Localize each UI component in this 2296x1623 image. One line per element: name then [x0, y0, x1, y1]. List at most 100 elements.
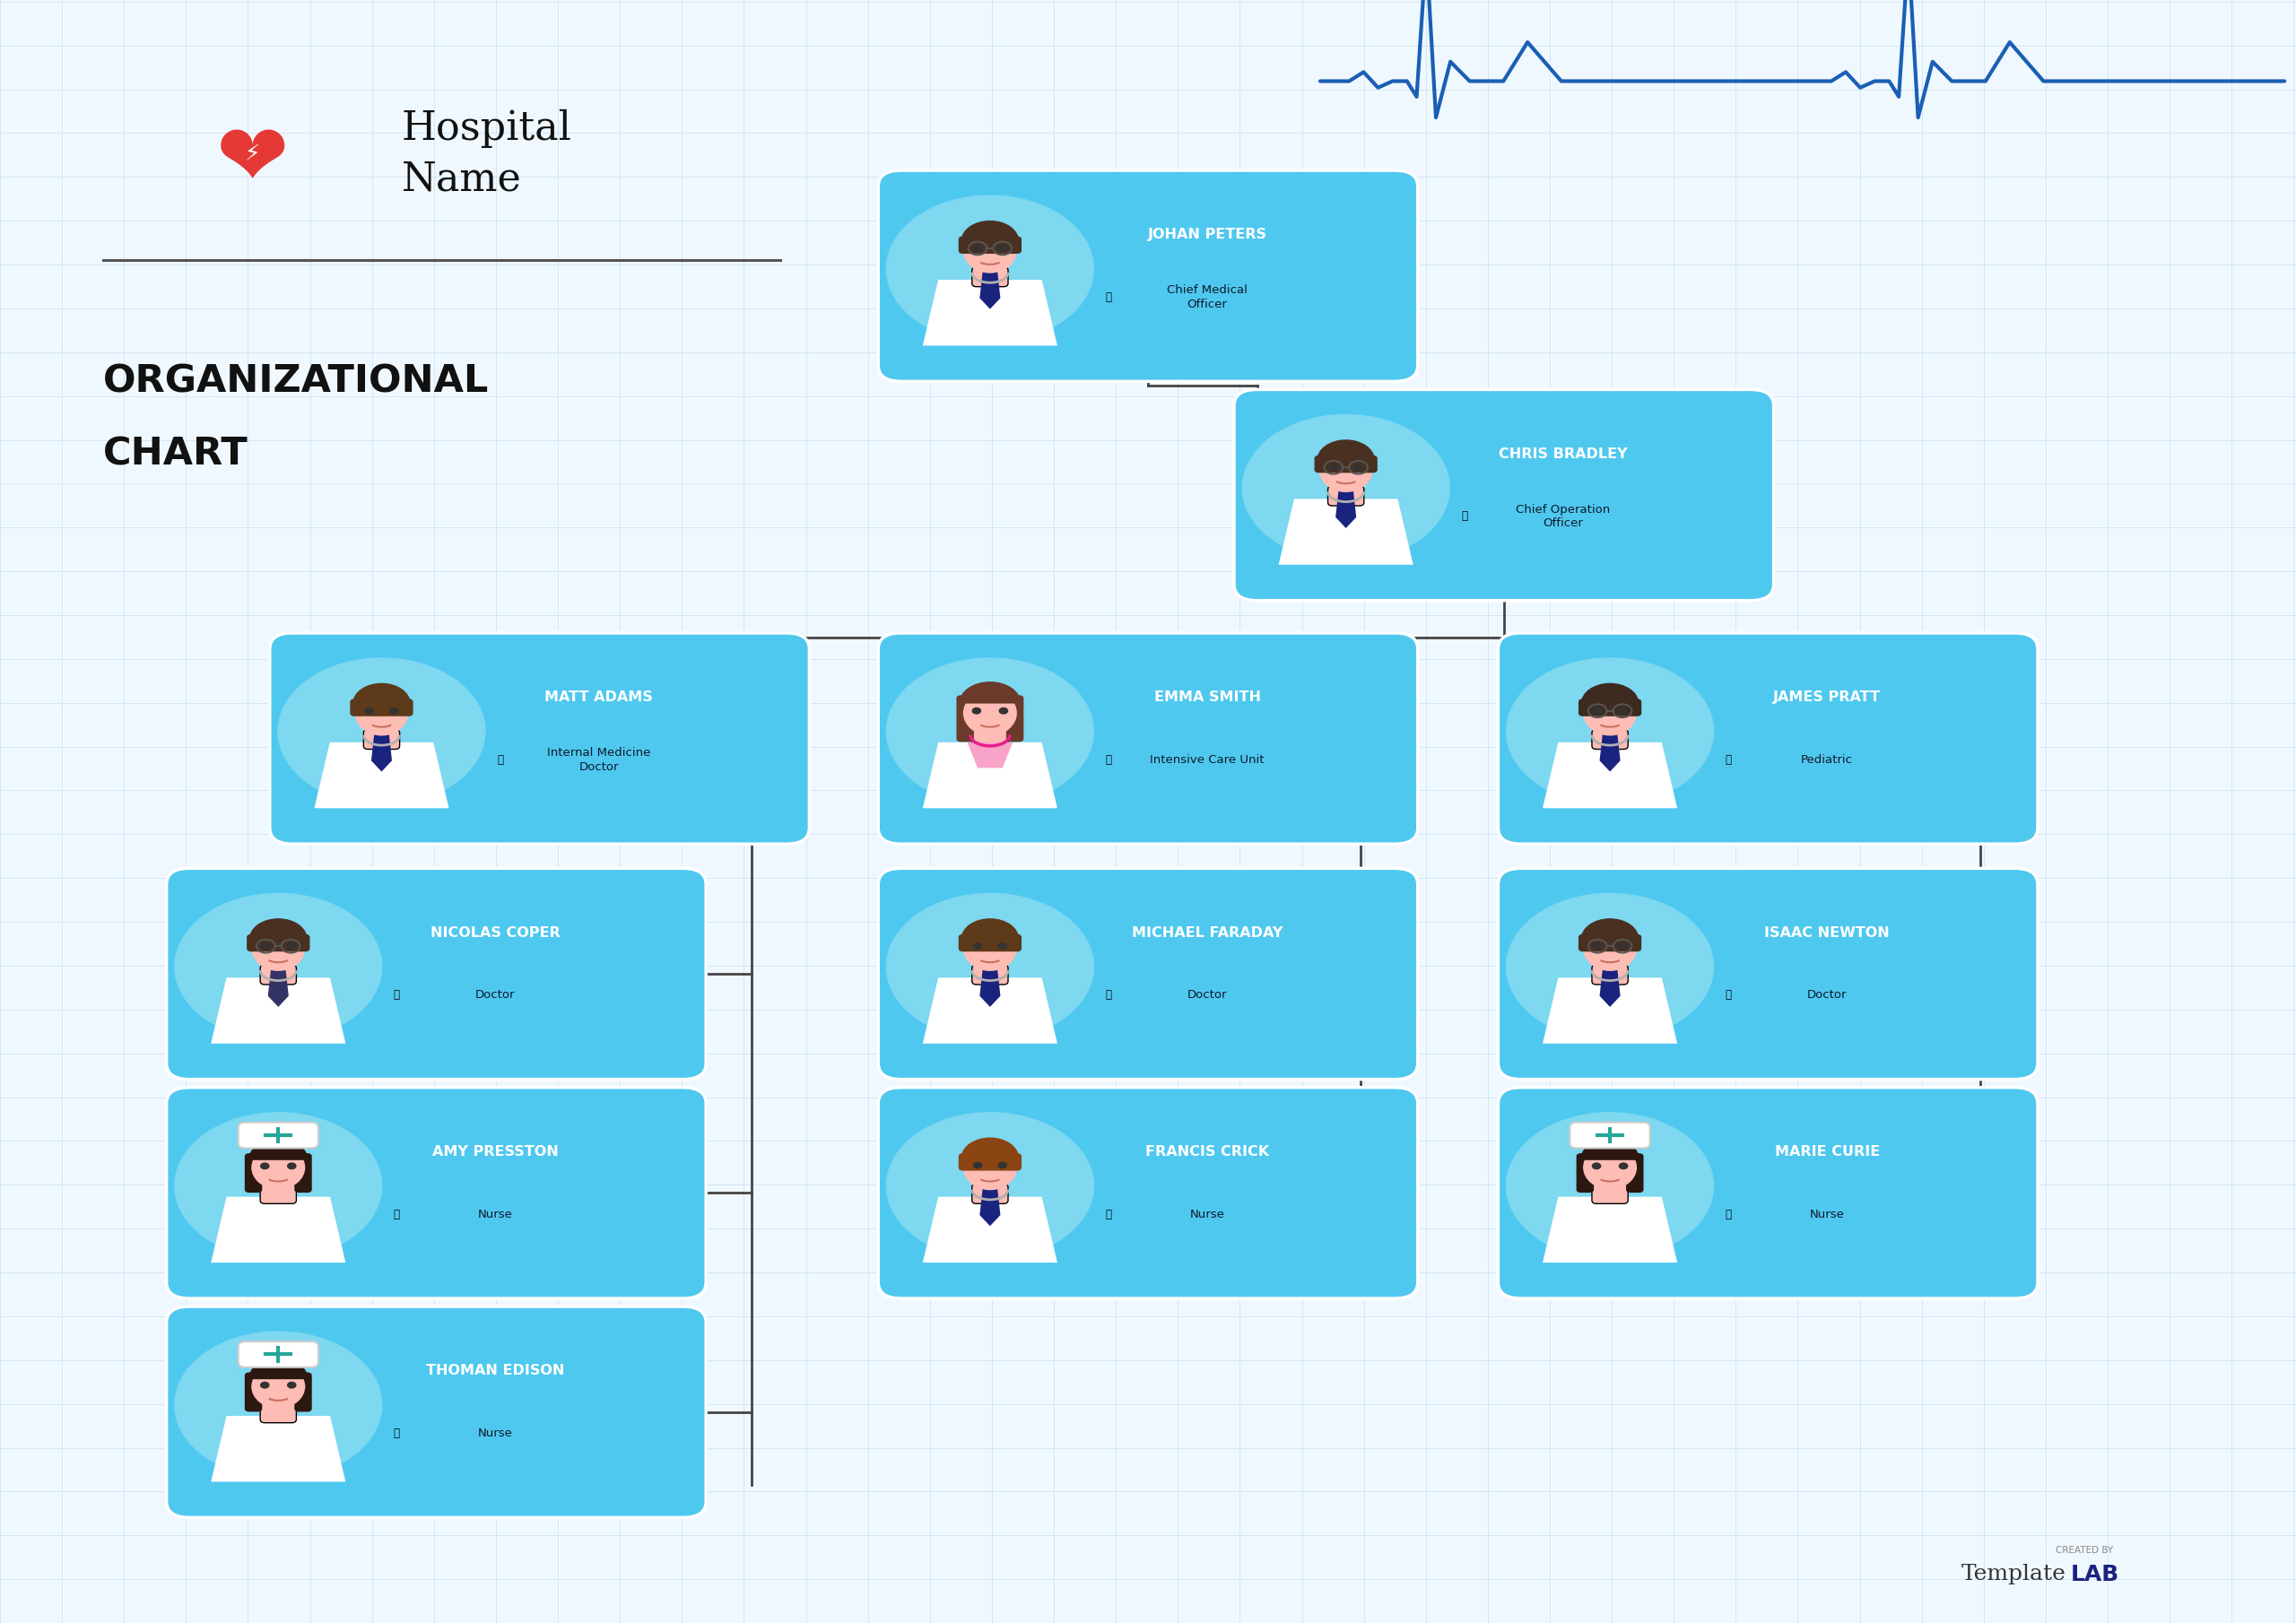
Wedge shape — [962, 1138, 1019, 1157]
FancyBboxPatch shape — [879, 868, 1417, 1079]
Circle shape — [1619, 1164, 1628, 1169]
Polygon shape — [1336, 490, 1357, 527]
Polygon shape — [1279, 498, 1414, 565]
Polygon shape — [1600, 734, 1621, 771]
Text: Chief Medical
Officer: Chief Medical Officer — [1166, 284, 1247, 310]
Text: EMMA SMITH: EMMA SMITH — [1155, 691, 1261, 704]
Text: CREATED BY: CREATED BY — [2055, 1545, 2115, 1555]
FancyBboxPatch shape — [294, 1373, 312, 1412]
Text: Doctor: Doctor — [1807, 990, 1846, 1001]
Circle shape — [287, 1164, 296, 1169]
Text: CHRIS BRADLEY: CHRIS BRADLEY — [1499, 448, 1628, 461]
Polygon shape — [923, 977, 1058, 1044]
FancyBboxPatch shape — [971, 966, 1008, 985]
Polygon shape — [1600, 969, 1621, 1006]
Circle shape — [974, 245, 983, 252]
FancyBboxPatch shape — [1313, 456, 1378, 472]
Circle shape — [1329, 464, 1339, 471]
Circle shape — [1593, 708, 1603, 714]
Polygon shape — [211, 1196, 347, 1263]
Polygon shape — [967, 742, 1013, 768]
Polygon shape — [923, 279, 1058, 346]
FancyBboxPatch shape — [1497, 1087, 2039, 1298]
Circle shape — [1619, 943, 1626, 949]
Text: Chief Operation
Officer: Chief Operation Officer — [1515, 503, 1609, 529]
Text: Template: Template — [1961, 1565, 2066, 1584]
Text: 🧳: 🧳 — [393, 1428, 400, 1440]
Wedge shape — [1582, 683, 1639, 703]
Text: 🧳: 🧳 — [1104, 1209, 1111, 1220]
Polygon shape — [211, 1415, 347, 1482]
Text: 🧳: 🧳 — [393, 990, 400, 1001]
Circle shape — [1506, 1113, 1713, 1259]
Text: Doctor: Doctor — [475, 990, 514, 1001]
FancyBboxPatch shape — [1497, 868, 2039, 1079]
Circle shape — [262, 943, 271, 949]
FancyBboxPatch shape — [957, 1154, 1022, 1170]
FancyBboxPatch shape — [259, 966, 296, 985]
Wedge shape — [1580, 1139, 1639, 1160]
Circle shape — [1506, 893, 1713, 1040]
FancyBboxPatch shape — [294, 1154, 312, 1193]
Wedge shape — [248, 1139, 308, 1160]
Circle shape — [974, 708, 980, 714]
Text: Hospital
Name: Hospital Name — [402, 109, 572, 200]
Polygon shape — [211, 977, 347, 1044]
Circle shape — [1593, 943, 1603, 949]
FancyBboxPatch shape — [1591, 730, 1628, 750]
Text: 🧳: 🧳 — [1724, 990, 1731, 1001]
Ellipse shape — [1582, 925, 1637, 971]
Wedge shape — [1318, 440, 1375, 459]
Circle shape — [174, 1113, 381, 1259]
Circle shape — [1593, 1164, 1600, 1169]
Polygon shape — [980, 271, 1001, 308]
Wedge shape — [962, 221, 1019, 240]
Wedge shape — [354, 683, 411, 703]
Wedge shape — [960, 682, 1022, 703]
Circle shape — [999, 245, 1006, 252]
FancyBboxPatch shape — [246, 1373, 262, 1412]
Text: FRANCIS CRICK: FRANCIS CRICK — [1146, 1146, 1270, 1159]
Text: LAB: LAB — [2071, 1563, 2119, 1586]
FancyBboxPatch shape — [1577, 700, 1642, 716]
Text: Nurse: Nurse — [478, 1209, 512, 1220]
Circle shape — [999, 943, 1006, 949]
FancyBboxPatch shape — [971, 268, 1008, 287]
Circle shape — [886, 195, 1093, 342]
Text: 🧳: 🧳 — [393, 1209, 400, 1220]
Text: MATT ADAMS: MATT ADAMS — [544, 691, 652, 704]
FancyBboxPatch shape — [957, 237, 1022, 253]
Circle shape — [262, 1164, 269, 1169]
Text: JAMES PRATT: JAMES PRATT — [1773, 691, 1880, 704]
Ellipse shape — [1582, 1146, 1637, 1190]
FancyBboxPatch shape — [271, 633, 810, 844]
Text: NICOLAS COPER: NICOLAS COPER — [432, 927, 560, 940]
FancyBboxPatch shape — [1626, 1154, 1644, 1193]
Text: AMY PRESSTON: AMY PRESSTON — [432, 1146, 558, 1159]
Circle shape — [1355, 464, 1362, 471]
FancyBboxPatch shape — [168, 868, 707, 1079]
Text: Nurse: Nurse — [1189, 1209, 1224, 1220]
Ellipse shape — [962, 690, 1017, 735]
Polygon shape — [923, 742, 1058, 808]
Circle shape — [174, 1331, 381, 1479]
Ellipse shape — [1582, 690, 1637, 735]
Text: MARIE CURIE: MARIE CURIE — [1775, 1146, 1880, 1159]
Wedge shape — [962, 919, 1019, 938]
Text: 🧳: 🧳 — [1724, 755, 1731, 766]
FancyBboxPatch shape — [971, 1185, 1008, 1204]
FancyBboxPatch shape — [879, 170, 1417, 381]
Text: Intensive Care Unit: Intensive Care Unit — [1150, 755, 1265, 766]
Text: 🧳: 🧳 — [1104, 990, 1111, 1001]
Polygon shape — [315, 742, 450, 808]
Text: Internal Medicine
Doctor: Internal Medicine Doctor — [546, 747, 650, 773]
FancyBboxPatch shape — [879, 633, 1417, 844]
Circle shape — [886, 893, 1093, 1040]
Polygon shape — [923, 1196, 1058, 1263]
Text: JOHAN PETERS: JOHAN PETERS — [1148, 229, 1267, 242]
FancyBboxPatch shape — [957, 935, 1022, 951]
Ellipse shape — [962, 1144, 1017, 1190]
Text: 🧳: 🧳 — [496, 755, 503, 766]
Circle shape — [974, 1162, 983, 1169]
FancyBboxPatch shape — [349, 700, 413, 716]
